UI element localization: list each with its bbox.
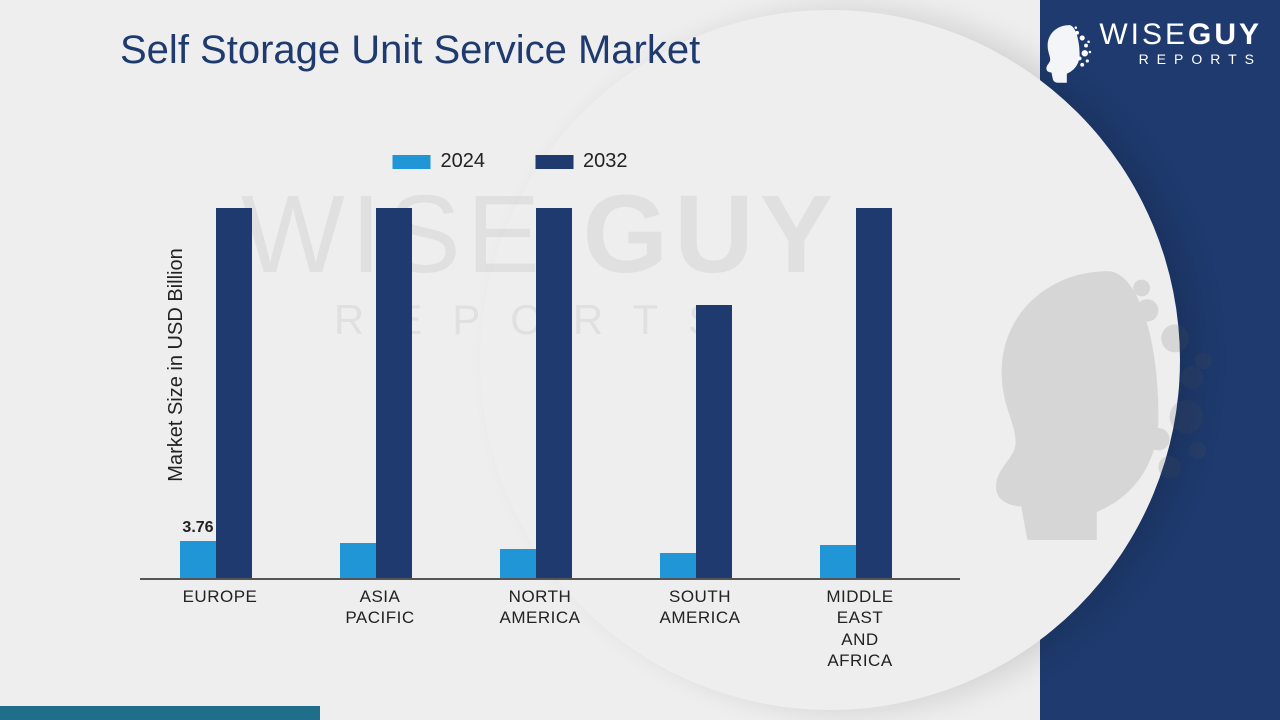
plot-area: 3.76: [140, 190, 960, 580]
bar-2024: [340, 543, 376, 578]
legend-item-2024: 2024: [393, 150, 486, 173]
legend-swatch-2032: [535, 155, 573, 169]
bar-2024: [820, 545, 856, 578]
bar-2024: [500, 549, 536, 578]
watermark-head-icon: [940, 260, 1220, 540]
legend: 2024 2032: [393, 150, 628, 173]
category-label: ASIAPACIFIC: [320, 586, 440, 629]
brand-logo: WISEGUY REPORTS: [1099, 20, 1262, 68]
legend-label-2024: 2024: [441, 150, 486, 173]
bar-2032: [856, 208, 892, 579]
bottom-accent-bar: [0, 706, 320, 720]
category-label: EUROPE: [160, 586, 280, 607]
brand-word-1: WISE: [1099, 18, 1188, 51]
category-label: NORTHAMERICA: [480, 586, 600, 629]
brand-head-icon: [1031, 20, 1095, 84]
category-label: SOUTHAMERICA: [640, 586, 760, 629]
bar-2024: [660, 553, 696, 578]
brand-logo-main: WISEGUY: [1099, 20, 1262, 50]
brand-logo-sub: REPORTS: [1099, 50, 1262, 68]
bar-2032: [216, 208, 252, 579]
chart-title: Self Storage Unit Service Market: [120, 28, 700, 73]
brand-word-2: GUY: [1188, 18, 1262, 51]
chart-area: Market Size in USD Billion 2024 2032 3.7…: [60, 150, 960, 580]
category-label: MIDDLEEASTANDAFRICA: [800, 586, 920, 671]
bar-2032: [696, 305, 732, 578]
bar-2032: [376, 208, 412, 579]
legend-item-2032: 2032: [535, 150, 628, 173]
stage: Self Storage Unit Service Market WISEGUY…: [0, 0, 1280, 720]
x-axis-labels: EUROPE ASIAPACIFIC NORTHAMERICA SOUTHAMERIC…: [140, 580, 960, 700]
legend-swatch-2024: [393, 155, 431, 169]
bar-2032: [536, 208, 572, 579]
bar-2024: [180, 541, 216, 578]
legend-label-2032: 2032: [583, 150, 628, 173]
